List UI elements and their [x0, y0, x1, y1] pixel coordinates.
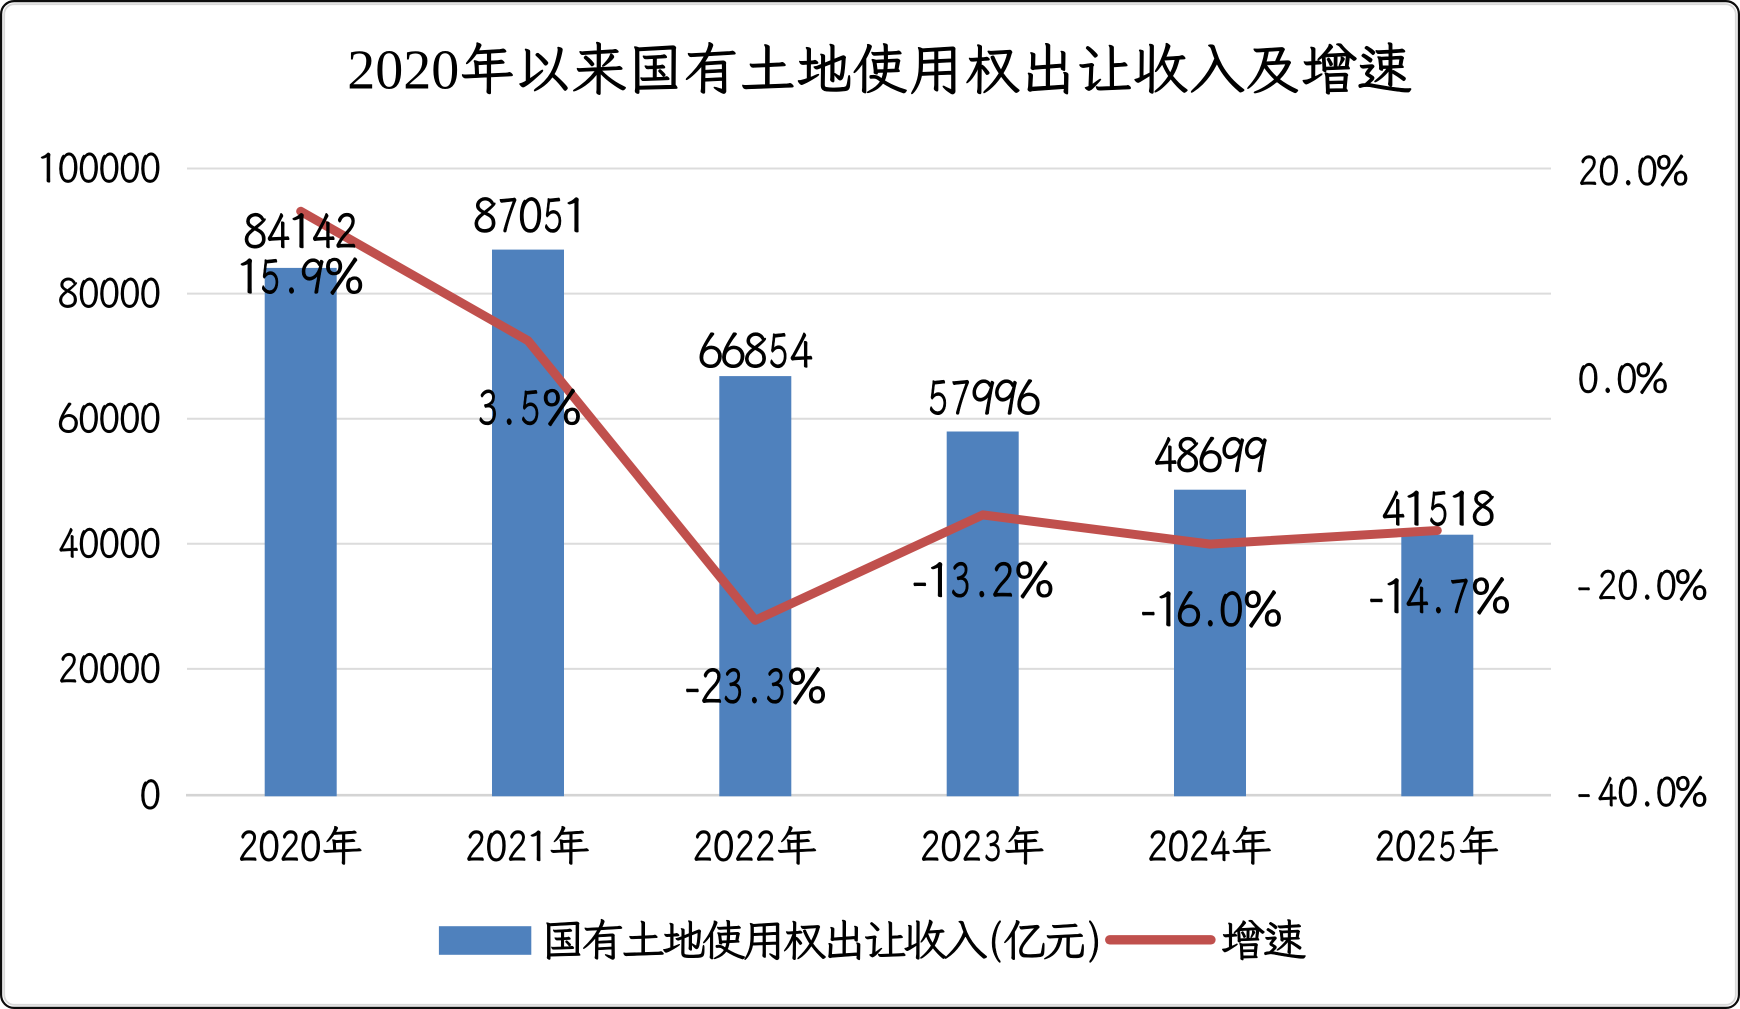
- svg-text:2020: 2020: [347, 40, 459, 102]
